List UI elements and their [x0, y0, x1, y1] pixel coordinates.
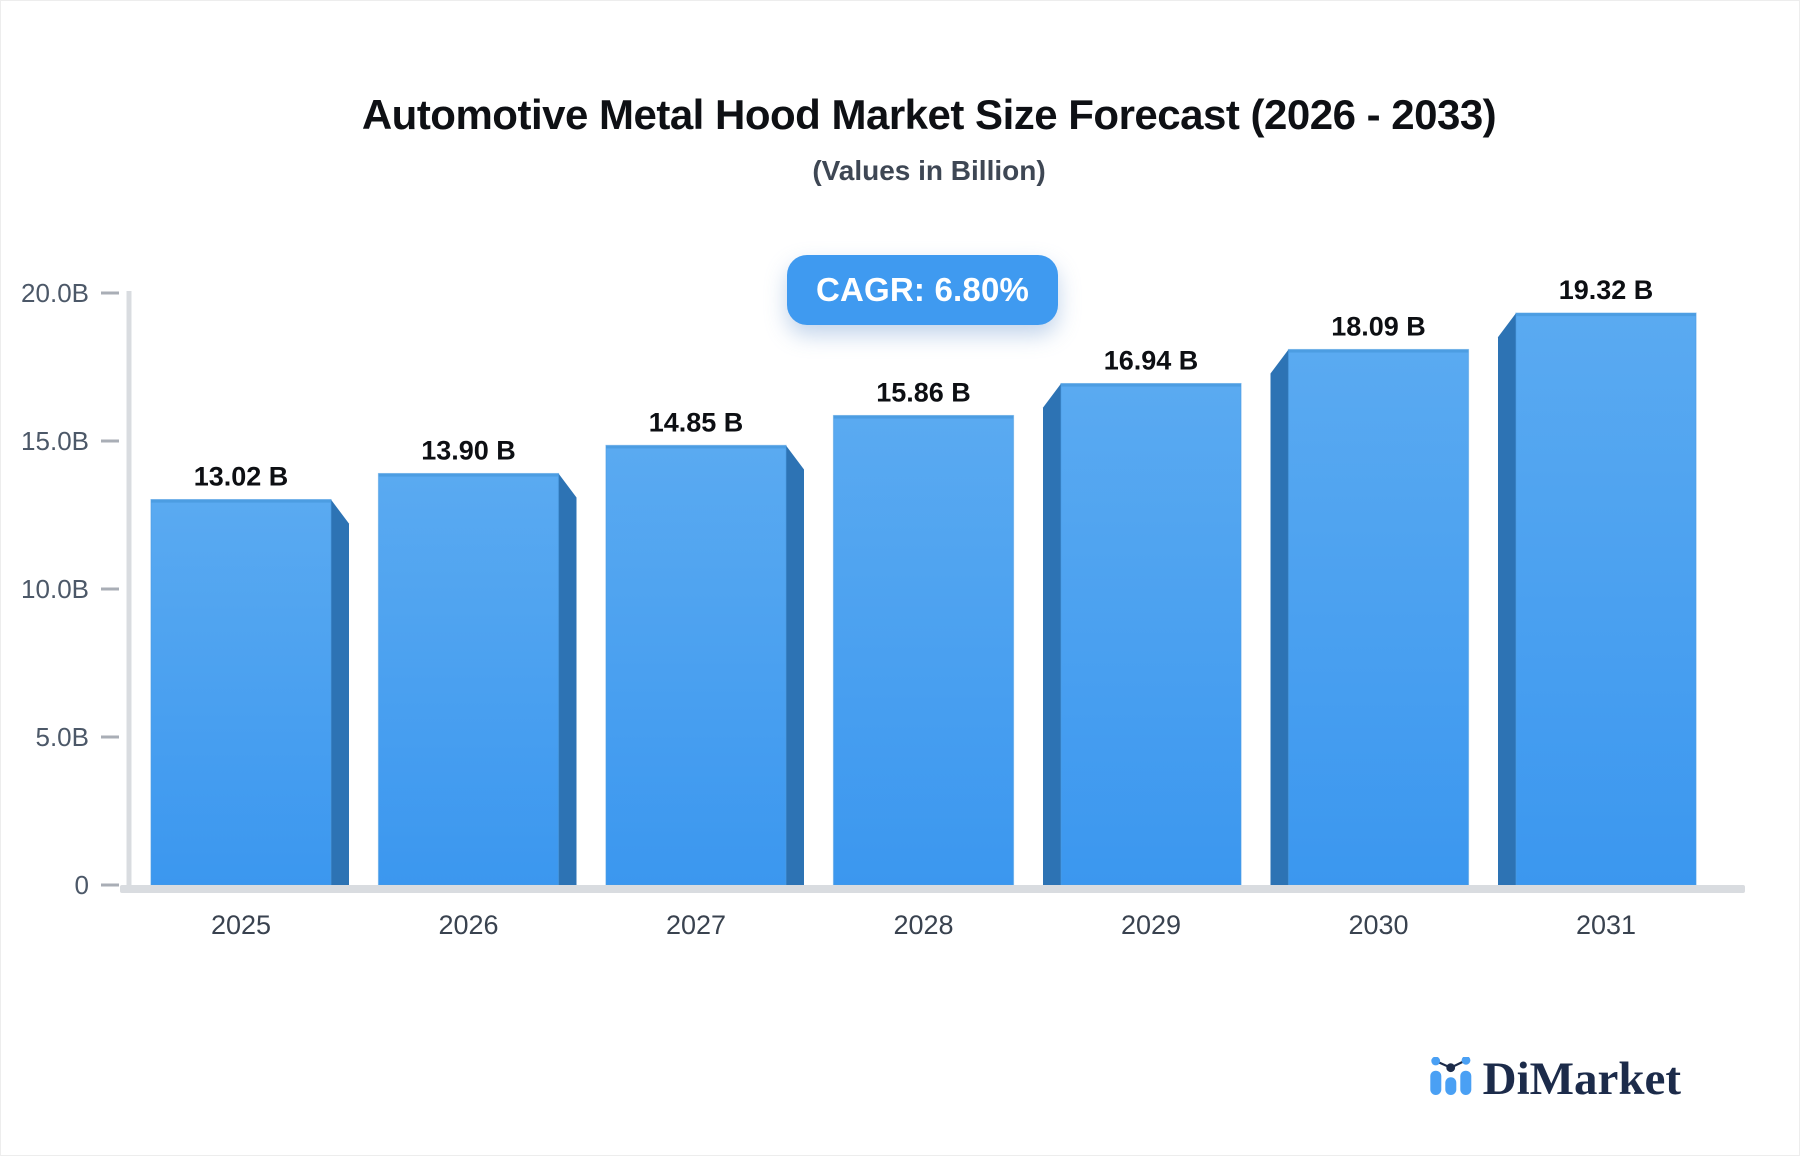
bar-top-edge-2026: [378, 473, 559, 477]
bar-side-2027: [786, 445, 804, 885]
chart-header: Automotive Metal Hood Market Size Foreca…: [1, 89, 1799, 187]
y-tick-label-15.0B: 15.0B: [21, 426, 89, 456]
chart-subtitle: (Values in Billion): [812, 155, 1046, 186]
bar-side-2029: [1043, 383, 1061, 885]
year-label-2027: 2027: [666, 910, 726, 940]
bar-side-2031: [1498, 313, 1516, 885]
value-label-2026: 13.90 B: [421, 436, 516, 466]
bar-2029: [1060, 382, 1242, 886]
year-label-2029: 2029: [1121, 910, 1181, 940]
bar-2030: [1287, 348, 1470, 886]
logo-bar-middle: [1444, 1077, 1456, 1095]
logo-dot-middle: [1445, 1063, 1455, 1073]
year-label-2031: 2031: [1576, 910, 1636, 940]
bar-side-2025: [331, 499, 349, 885]
value-label-2028: 15.86 B: [876, 378, 971, 408]
bar-2027: [605, 444, 787, 886]
bar-2028: [832, 414, 1015, 886]
logo-dot-right: [1461, 1057, 1471, 1065]
y-tick-label-10.0B: 10.0B: [21, 574, 89, 604]
brand-logo: DiMarket: [1429, 1053, 1681, 1105]
bar-top-edge-2025: [151, 499, 331, 503]
year-label-2030: 2030: [1348, 910, 1408, 940]
value-label-2025: 13.02 B: [194, 462, 289, 492]
y-tick-label-20.0B: 20.0B: [21, 278, 89, 308]
bar-top-edge-2028: [833, 415, 1014, 419]
logo-text: DiMarket: [1482, 1053, 1681, 1105]
logo-dot-left: [1430, 1057, 1440, 1066]
value-label-2031: 19.32 B: [1559, 275, 1654, 305]
year-label-2028: 2028: [893, 910, 953, 940]
bar-2025: [150, 499, 332, 886]
bar-side-2026: [558, 473, 577, 885]
bar-top-edge-2031: [1516, 313, 1696, 317]
logo-bar-left: [1429, 1070, 1441, 1095]
value-label-2030: 18.09 B: [1331, 312, 1426, 342]
year-label-2025: 2025: [211, 910, 271, 940]
value-label-2029: 16.94 B: [1104, 346, 1199, 376]
logo-bar-right: [1459, 1070, 1471, 1095]
bar-2031: [1515, 312, 1697, 886]
x-axis-baseline: [120, 885, 1745, 893]
y-tick-label-0: 0: [75, 870, 89, 900]
chart-title: Automotive Metal Hood Market Size Foreca…: [361, 91, 1497, 138]
y-tick-label-5.0B: 5.0B: [36, 722, 90, 752]
logo-bar-chart-icon: [1429, 1057, 1471, 1095]
cagr-badge: CAGR: 6.80%: [787, 255, 1058, 325]
value-label-2027: 14.85 B: [649, 407, 744, 437]
bar-side-2030: [1270, 349, 1289, 885]
year-label-2026: 2026: [438, 910, 498, 940]
cagr-badge-label: CAGR: 6.80%: [815, 271, 1030, 308]
bar-top-edge-2030: [1288, 349, 1469, 353]
bar-top-edge-2027: [606, 445, 786, 449]
bar-2026: [377, 472, 560, 886]
bar-top-edge-2029: [1061, 383, 1241, 387]
